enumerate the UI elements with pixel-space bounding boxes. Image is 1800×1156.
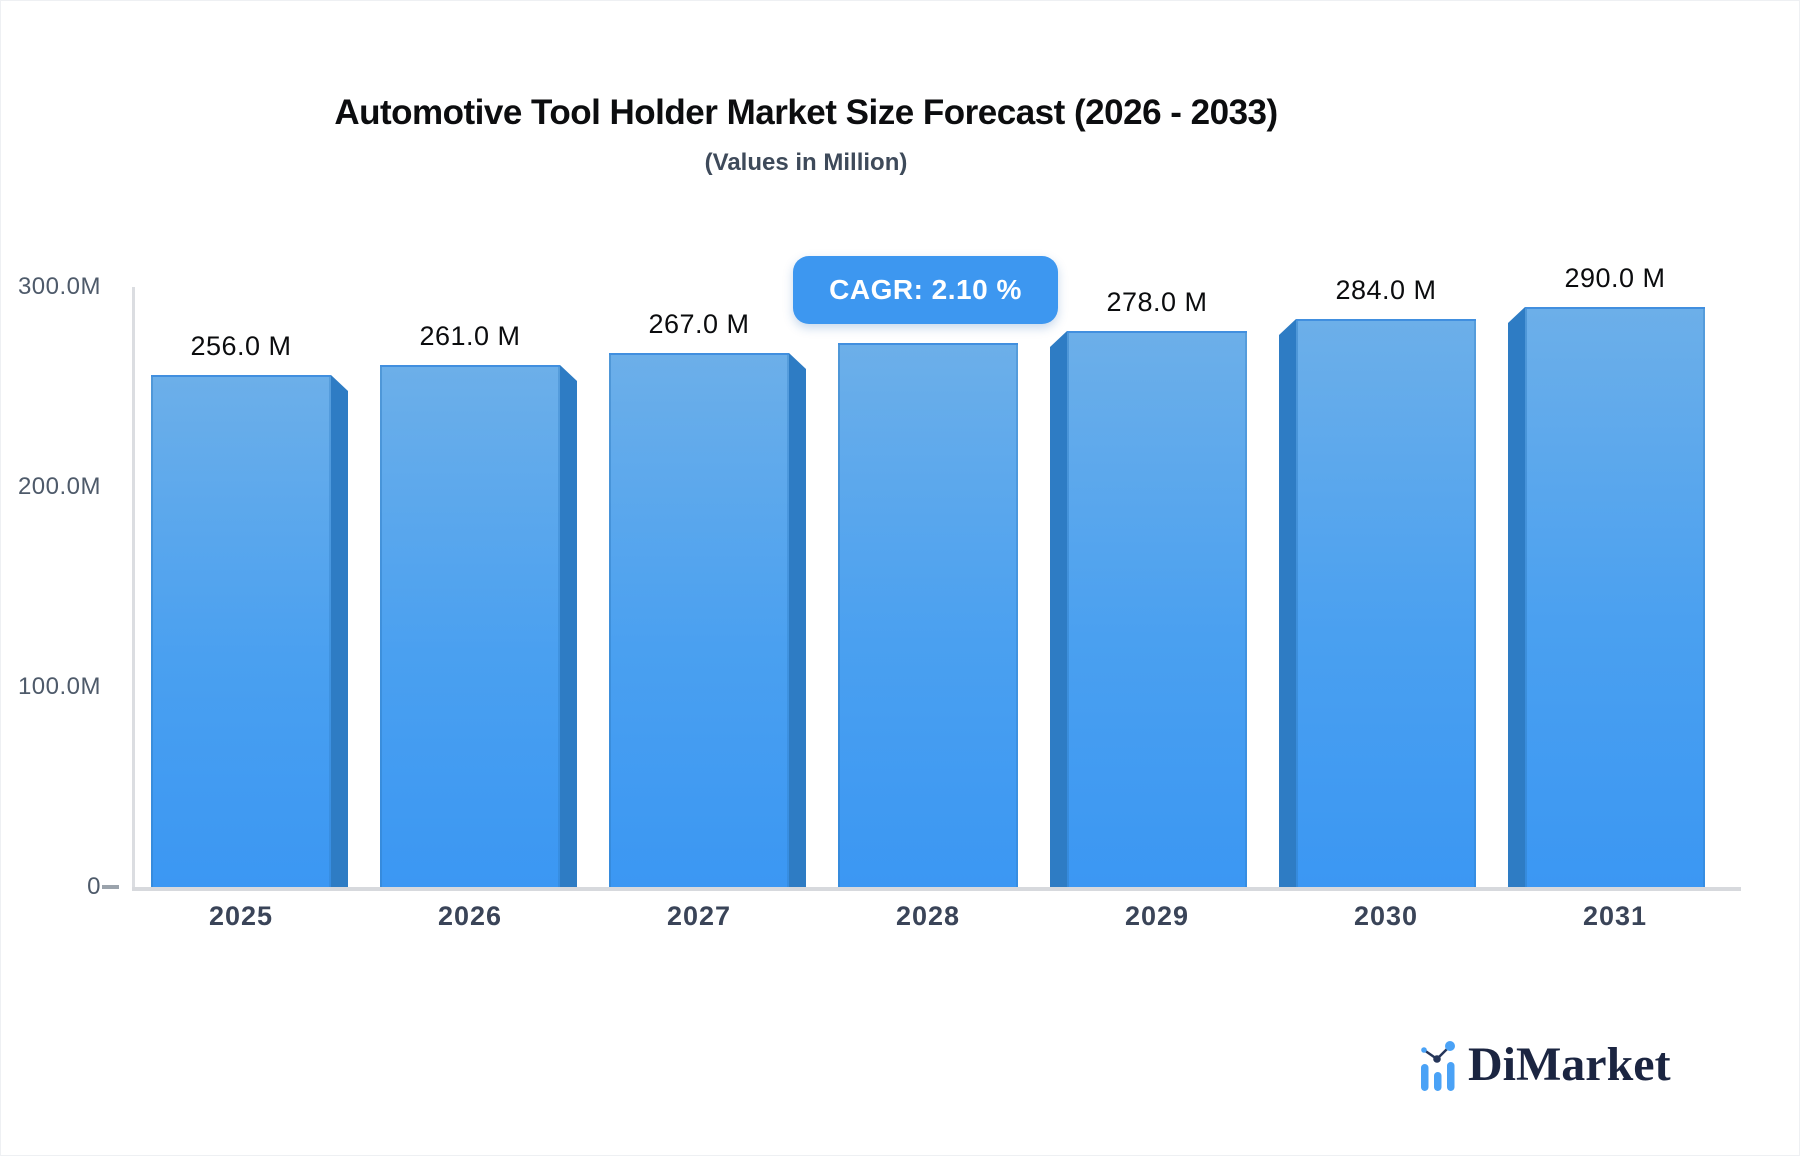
bar-side-face bbox=[560, 365, 577, 887]
cagr-badge: CAGR: 2.10 % bbox=[793, 256, 1058, 324]
bar-side-face bbox=[1508, 307, 1525, 887]
x-axis-line bbox=[132, 887, 1741, 891]
bar-value-label: 267.0 M bbox=[648, 309, 750, 339]
y-axis-tick-label: 0 bbox=[87, 873, 101, 900]
x-axis-category-label: 2030 bbox=[1353, 901, 1419, 931]
bar-2027[interactable] bbox=[609, 353, 789, 887]
y-axis-line bbox=[132, 287, 135, 887]
bar-2029[interactable] bbox=[1067, 331, 1247, 887]
bar-value-label: 256.0 M bbox=[190, 331, 292, 361]
x-axis-category-label: 2028 bbox=[895, 901, 961, 931]
x-axis-category-label: 2031 bbox=[1582, 901, 1648, 931]
brand-name: DiMarket bbox=[1468, 1038, 1671, 1091]
bar-2031[interactable] bbox=[1525, 307, 1705, 887]
bar-side-face bbox=[331, 375, 348, 887]
bar-2026[interactable] bbox=[380, 365, 560, 887]
bar-side-face bbox=[1279, 319, 1296, 887]
bar-line-chart-icon bbox=[1421, 1041, 1455, 1091]
zero-tick-mark bbox=[102, 885, 119, 889]
chart-title: Automotive Tool Holder Market Size Forec… bbox=[334, 93, 1278, 132]
y-axis-tick-label: 300.0M bbox=[17, 273, 101, 300]
bar-2028[interactable] bbox=[838, 343, 1018, 887]
bar-value-label: 284.0 M bbox=[1335, 275, 1437, 305]
bar-value-label: 290.0 M bbox=[1564, 263, 1666, 293]
brand-logo: DiMarket bbox=[1421, 1041, 1671, 1091]
x-axis-category-label: 2029 bbox=[1124, 901, 1190, 931]
bar-value-label: 261.0 M bbox=[419, 321, 521, 351]
y-axis-tick-label: 100.0M bbox=[17, 673, 101, 700]
y-axis-tick-label: 200.0M bbox=[17, 473, 101, 500]
bar-2030[interactable] bbox=[1296, 319, 1476, 887]
x-axis-category-label: 2027 bbox=[666, 901, 732, 931]
x-axis-category-label: 2026 bbox=[437, 901, 503, 931]
x-axis-category-label: 2025 bbox=[208, 901, 274, 931]
bar-value-label: 278.0 M bbox=[1106, 287, 1208, 317]
chart-subtitle: (Values in Million) bbox=[704, 149, 908, 176]
bar-2025[interactable] bbox=[151, 375, 331, 887]
bar-side-face bbox=[789, 353, 806, 887]
bar-side-face bbox=[1050, 331, 1067, 887]
